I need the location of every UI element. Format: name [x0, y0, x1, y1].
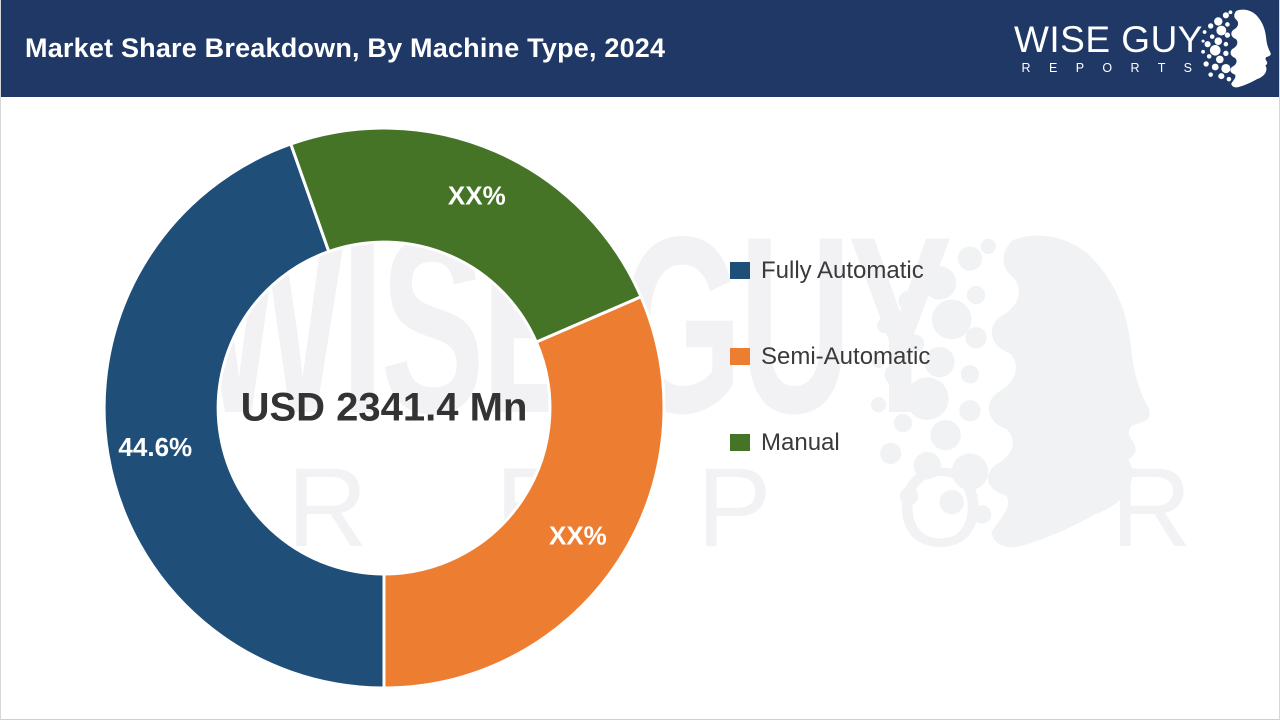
page-title: Market Share Breakdown, By Machine Type,… [25, 33, 666, 63]
legend-swatch [730, 348, 750, 366]
donut-chart: 44.6% XX% XX% [102, 126, 666, 690]
logo-wordmark: WISE GUY [1013, 19, 1203, 61]
legend-swatch [730, 262, 750, 280]
legend-item: Manual [730, 427, 930, 458]
segment-value-label: XX% [549, 520, 607, 550]
header: Market Share Breakdown, By Machine Type,… [1, 0, 1279, 97]
donut-segment-fully-automatic [102, 142, 386, 690]
logo-subtext: R E P O R T S [1021, 60, 1200, 75]
chart-legend: Fully Automatic Semi-Automatic Manual [730, 255, 930, 459]
legend-label: Semi-Automatic [761, 343, 931, 371]
brand-logo-text: WISE GUY R E P O R T S [1013, 19, 1203, 75]
legend-item: Semi-Automatic [730, 341, 930, 372]
brand-logo: WISE GUY R E P O R T S [1014, 6, 1273, 90]
legend-swatch [730, 434, 750, 452]
donut-segment-semi-automatic [382, 295, 666, 690]
chart-center-value: USD 2341.4 Mn [240, 385, 528, 430]
brand-head-icon [1197, 6, 1273, 90]
legend-item: Fully Automatic [730, 255, 930, 286]
donut-segment-manual [289, 126, 643, 344]
legend-label: Fully Automatic [761, 257, 924, 284]
legend-label: Manual [761, 429, 840, 457]
segment-value-label: XX% [448, 180, 506, 210]
segment-value-label: 44.6% [118, 432, 192, 462]
